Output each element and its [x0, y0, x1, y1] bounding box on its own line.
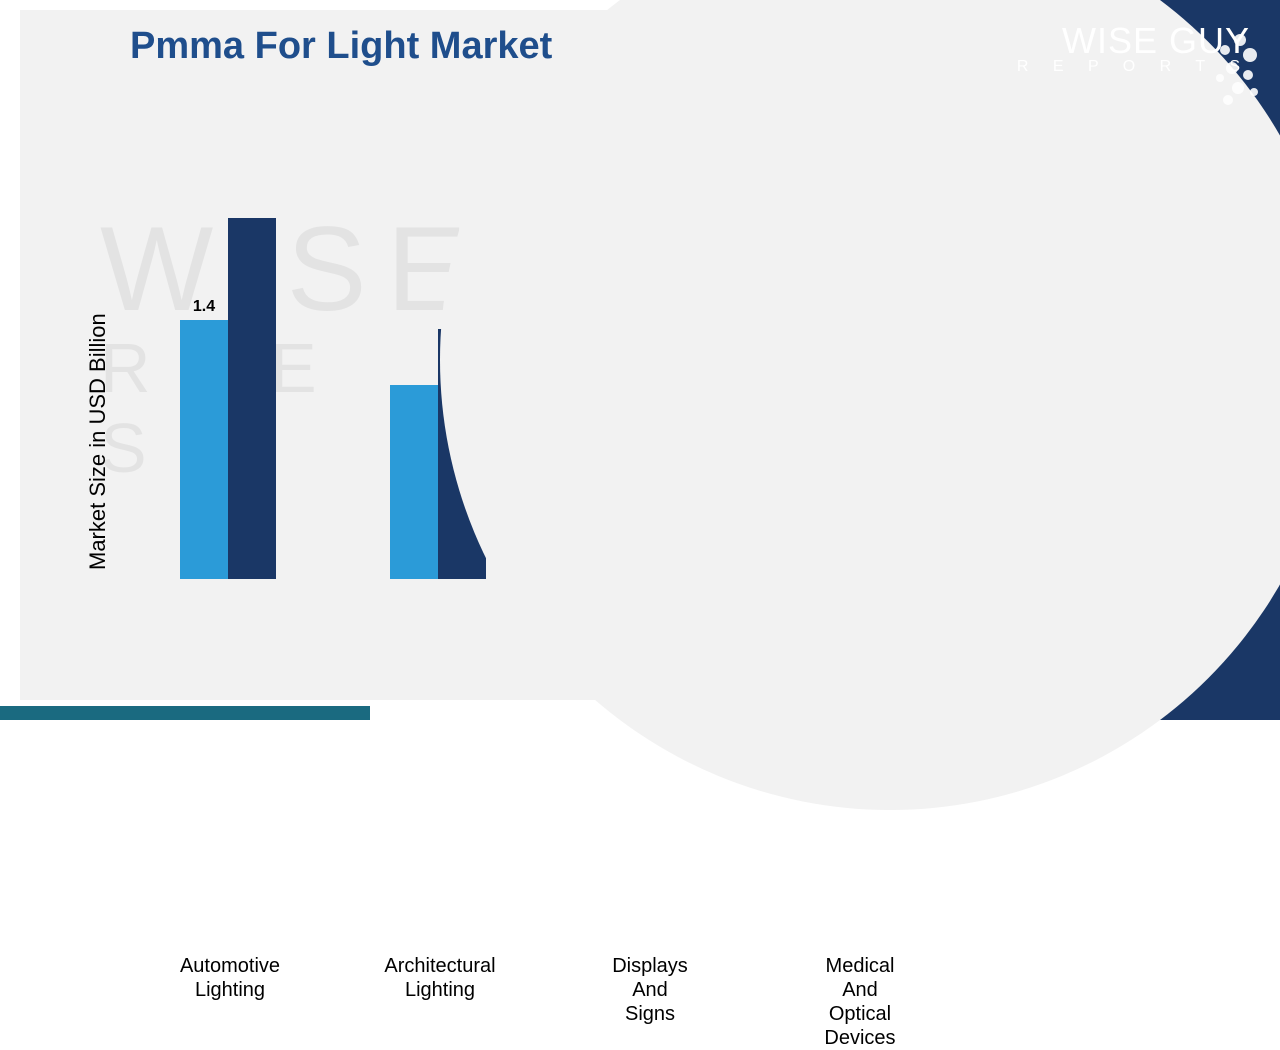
bottom-accent-bar	[0, 706, 370, 720]
x-axis-label: AutomotiveLighting	[150, 954, 310, 1002]
right-band: WISE GUY R E P O R T S	[960, 0, 1280, 720]
bar	[228, 218, 276, 579]
bar	[390, 385, 438, 579]
chart-title: Pmma For Light Market	[130, 25, 552, 68]
bar-value-label: 1.4	[174, 298, 234, 316]
main-area: WISE GUY R E P O R T S Pmma For Light Ma…	[0, 0, 1280, 720]
bar	[180, 320, 228, 579]
x-axis-label: ArchitecturalLighting	[360, 954, 520, 1002]
head-silhouette-icon	[1170, 20, 1270, 120]
x-axis-label: MedicalAndOpticalDevices	[780, 954, 940, 1050]
x-axis-label: DisplaysAndSigns	[570, 954, 730, 1026]
y-axis-label: Market Size in USD Billion	[85, 313, 111, 570]
